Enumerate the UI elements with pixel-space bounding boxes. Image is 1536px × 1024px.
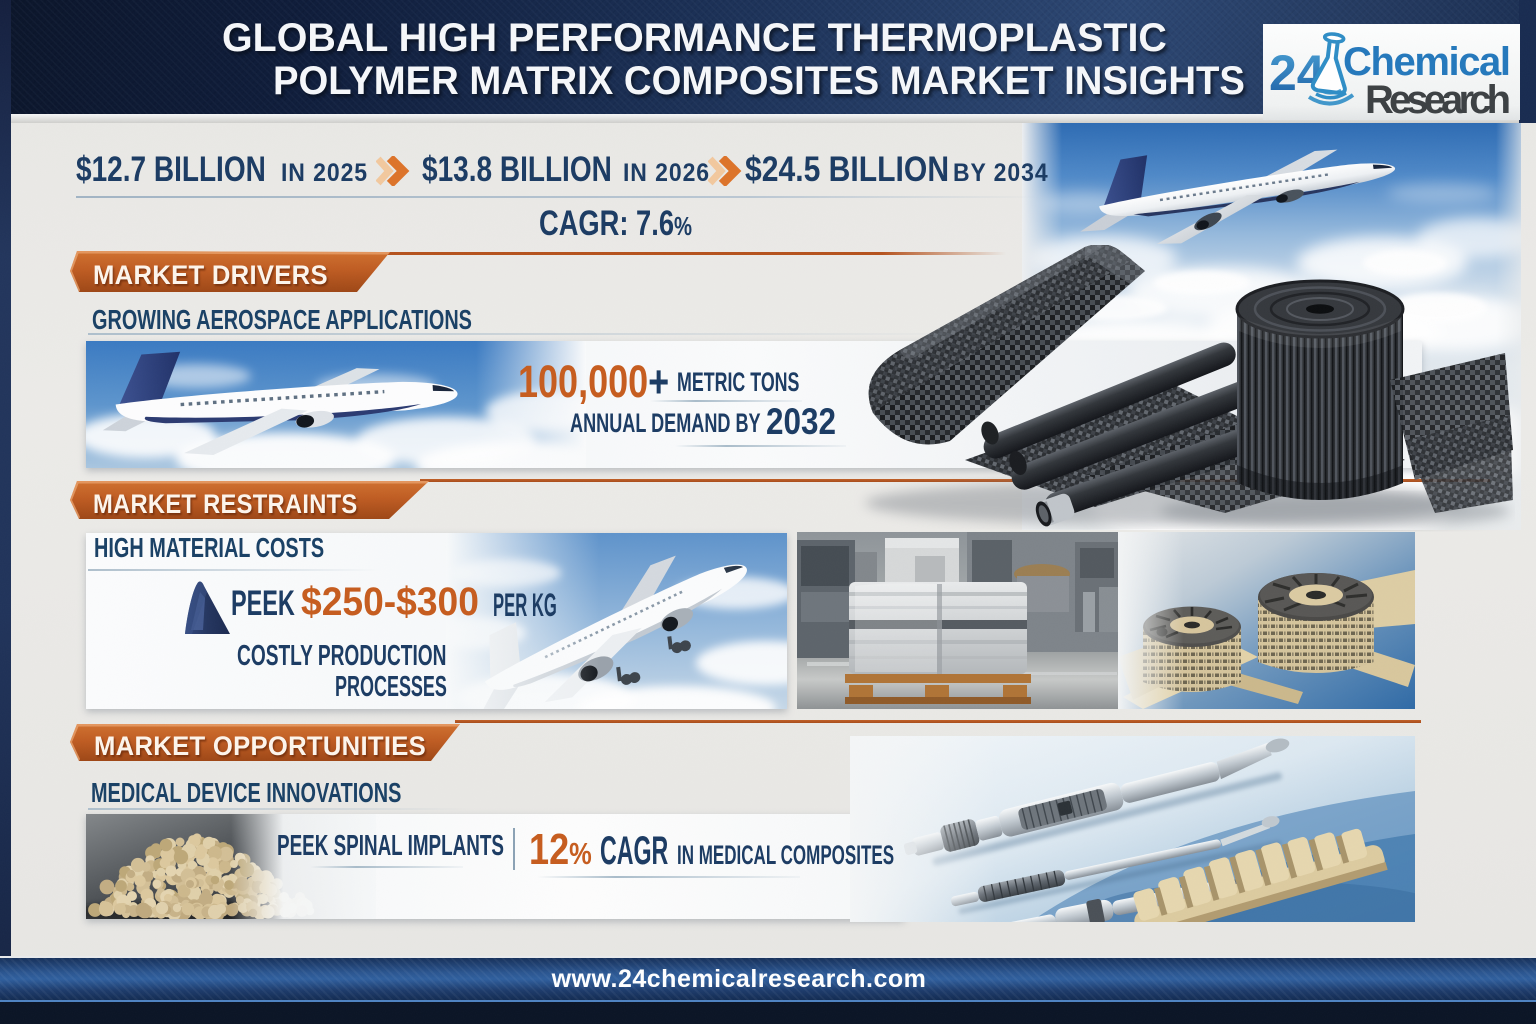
svg-text:24: 24 [1269,45,1325,101]
svg-text:Research: Research [1365,78,1511,121]
